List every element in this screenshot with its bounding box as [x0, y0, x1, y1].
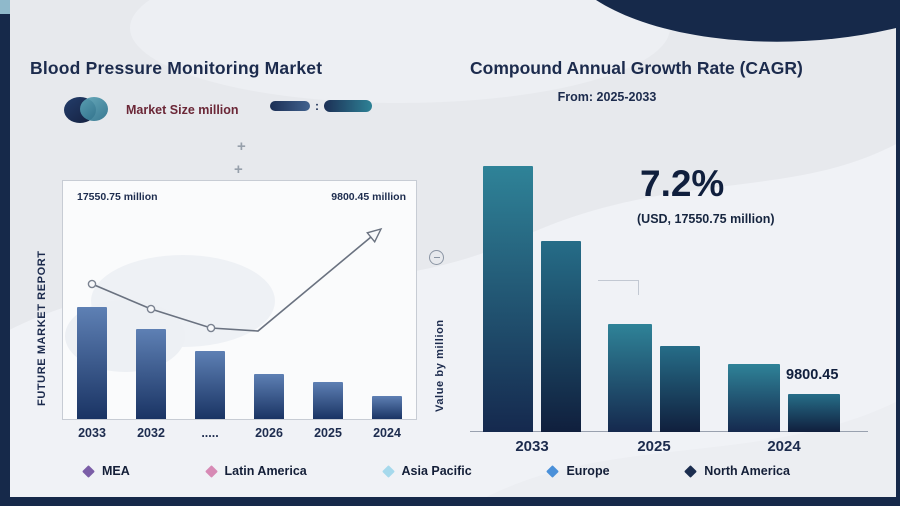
pill-teal: [324, 100, 372, 112]
circle-minus-icon: [429, 250, 444, 265]
market-size-bar-2026: [254, 374, 284, 419]
market-size-x-axis: 2033 2032..... 2026 2025 2024: [62, 426, 417, 440]
legend-item-mea: MEA: [82, 464, 130, 478]
market-size-bars: [63, 307, 416, 419]
annotation-2024-value: 9800.45 million: [331, 191, 406, 203]
legend-label: Europe: [566, 464, 610, 478]
plus-decoration: +: [234, 161, 243, 178]
cagr-chart: 2033 2025 2024: [470, 0, 880, 506]
bottom-frame-strip: [0, 497, 900, 506]
legend-item-europe: Europe: [546, 464, 610, 478]
legend-label: Asia Pacific: [401, 464, 472, 478]
cagr-bar-group-2033: 2033: [483, 166, 581, 455]
value-by-million-label: Value by million: [434, 319, 446, 412]
x-tick-label: 2026: [255, 426, 283, 440]
cagr-bar-2024-bar-1: [728, 364, 780, 432]
future-market-report-label: FUTURE MARKET REPORT: [36, 250, 48, 406]
cagr-percentage: 7.2%: [640, 163, 725, 204]
pill-separator: :: [315, 99, 319, 113]
x-tick-label: .....: [201, 426, 219, 440]
legend-label: MEA: [102, 464, 130, 478]
diamond-icon: [82, 464, 95, 478]
legend-item-north-america: North America: [684, 464, 790, 478]
market-size-bar-2024: [372, 396, 402, 419]
x-tick-label: 2024: [767, 438, 801, 455]
cagr-title: Compound Annual Growth Rate (CAGR): [470, 58, 803, 78]
diamond-icon: [684, 464, 698, 478]
diamond-icon: [204, 464, 218, 478]
cagr-bar-group-2025: 2025: [608, 324, 700, 455]
x-tick-label: 2033: [515, 438, 549, 455]
legend-item-asia-pacific: Asia Pacific: [381, 464, 472, 478]
x-tick-label: 2025: [637, 438, 671, 455]
x-tick-label: 2033: [78, 426, 106, 440]
legend-item-latin-america: Latin America: [204, 464, 307, 478]
cagr-bar-2025-bar-2: [660, 346, 700, 432]
pill-navy: [270, 101, 310, 111]
market-size-legend: Market Size million: [62, 94, 239, 126]
market-size-pill-icon: [64, 97, 108, 123]
x-tick-label: 2032: [137, 426, 165, 440]
market-size-chart: 17550.75 million 9800.45 million: [62, 180, 417, 420]
region-legend: MEA Latin America Asia Pacific Europe North …: [82, 464, 790, 478]
pill-decoration: :: [270, 100, 372, 112]
market-size-bar-.....: [195, 351, 225, 419]
cagr-bar-2033-bar-2: [541, 241, 581, 432]
diamond-icon: [546, 464, 560, 478]
cagr-bar-2033-bar-1: [483, 166, 533, 432]
diamond-icon: [381, 464, 395, 478]
market-size-bar-2025: [313, 382, 343, 419]
left-frame-strip: [0, 0, 10, 506]
market-size-bar-2032: [136, 329, 166, 419]
page-title: Blood Pressure Monitoring Market: [30, 58, 323, 78]
x-tick-label: 2024: [373, 426, 401, 440]
cagr-bar-2024-bar-2: [788, 394, 840, 432]
market-size-legend-label: Market Size million: [126, 103, 239, 117]
left-frame-cap: [0, 0, 10, 14]
cagr-bar-group-2024: 2024: [728, 364, 840, 455]
legend-label: Latin America: [224, 464, 307, 478]
plus-decoration: +: [237, 138, 246, 155]
bar-value-label-2024: 9800.45: [786, 367, 839, 383]
x-tick-label: 2025: [314, 426, 342, 440]
annotation-2033-value: 17550.75 million: [77, 191, 158, 203]
market-size-bar-2033: [77, 307, 107, 419]
cagr-usd-note: (USD, 17550.75 million): [637, 212, 775, 226]
cagr-subtitle: From: 2025-2033: [557, 90, 657, 104]
right-frame-strip: [896, 0, 900, 506]
legend-label: North America: [704, 464, 790, 478]
cagr-bar-2025-bar-1: [608, 324, 652, 432]
corner-decoration: [598, 280, 639, 295]
